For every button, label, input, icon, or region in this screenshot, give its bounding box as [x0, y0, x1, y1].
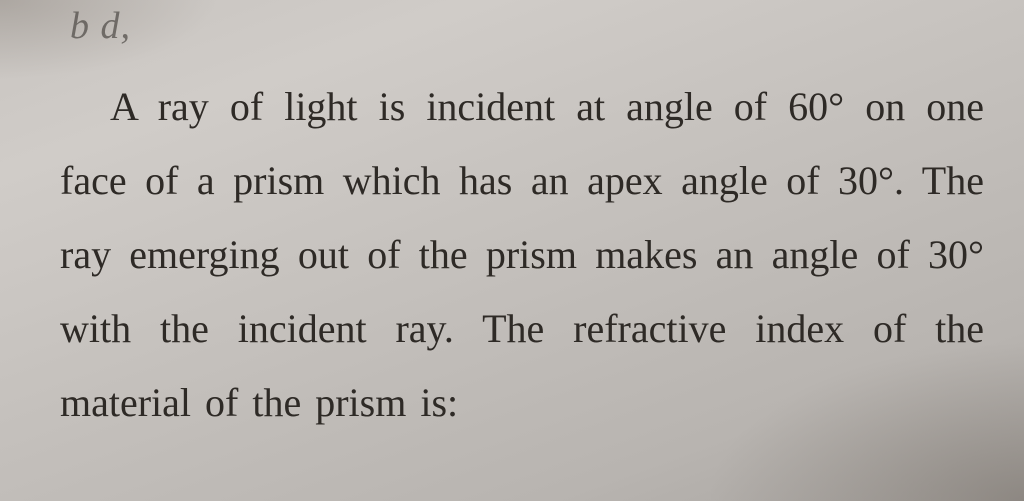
problem-statement: A ray of light is incident at angle of 6…	[60, 70, 984, 440]
page-container: b d, A ray of light is incident at angle…	[0, 0, 1024, 501]
cropped-text-fragment: b d,	[70, 4, 131, 48]
